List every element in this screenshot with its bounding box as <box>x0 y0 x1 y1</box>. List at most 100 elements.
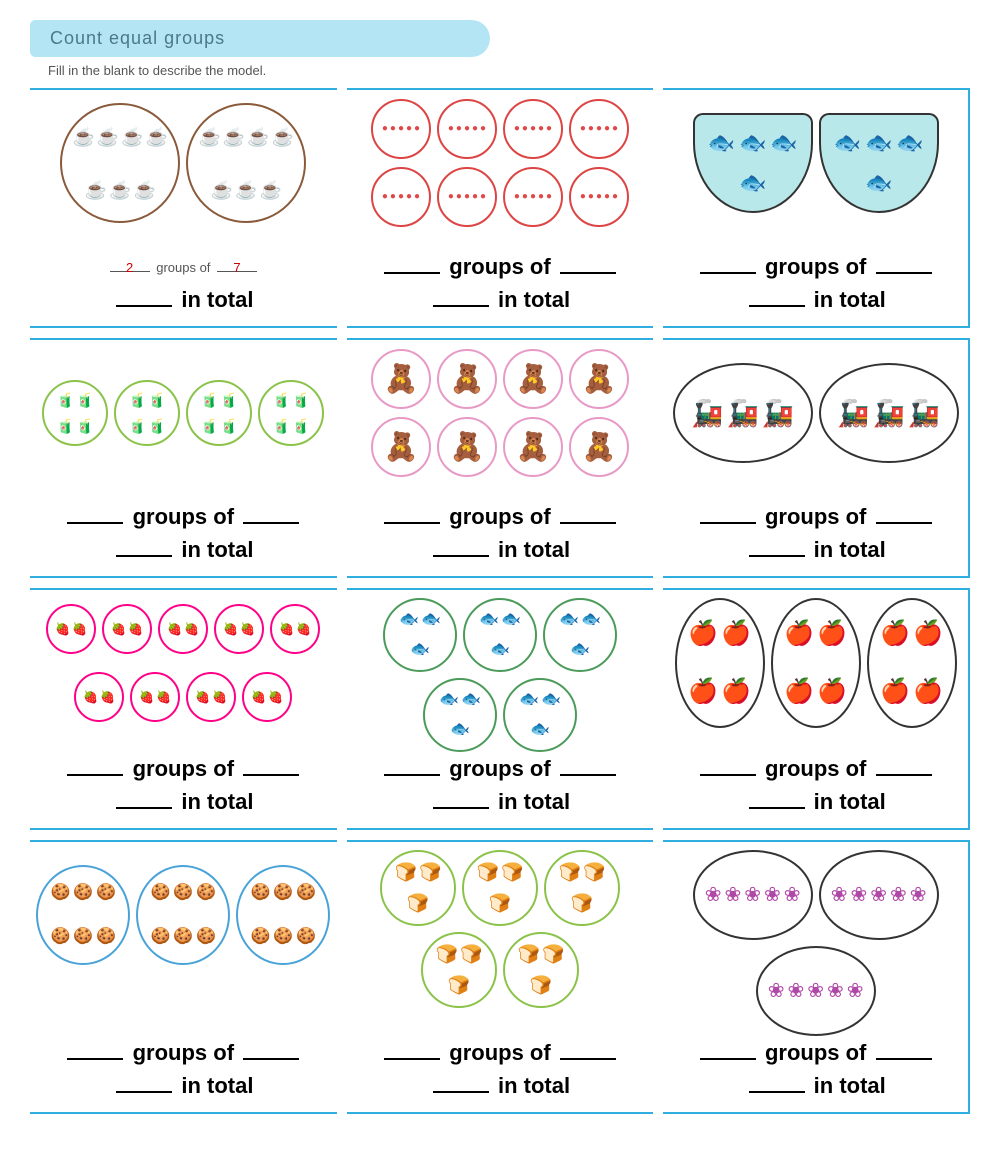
group-item: 🍪 <box>296 929 316 945</box>
group-item: ❀ <box>744 885 761 905</box>
blank-total[interactable] <box>116 785 172 809</box>
group-item: 🍞 <box>407 894 429 912</box>
blank-pergroup[interactable] <box>560 752 616 776</box>
total-line: in total <box>697 533 935 566</box>
blank-pergroup[interactable] <box>876 250 932 274</box>
blank-total[interactable] <box>749 533 805 557</box>
group-item: 🍞 <box>583 863 605 881</box>
blank-groups[interactable] <box>384 1036 440 1060</box>
group-item: 🍞 <box>542 945 564 963</box>
total-line: in total <box>697 785 935 818</box>
answer-area: groups of in total <box>697 250 935 316</box>
groups-line: groups of <box>381 752 619 785</box>
blank-pergroup[interactable] <box>243 500 299 524</box>
groups-of-label: groups of <box>765 756 866 781</box>
answer-area: groups of in total <box>381 500 619 566</box>
blank-pergroup[interactable] <box>876 752 932 776</box>
group-item: 🍪 <box>196 929 216 945</box>
blank-pergroup[interactable] <box>560 250 616 274</box>
visual-area: 🍪🍪🍪🍪🍪🍪🍪🍪🍪🍪🍪🍪🍪🍪🍪🍪🍪🍪 <box>36 850 330 980</box>
group-container: ●●●●● <box>371 99 431 159</box>
group-item: ☕ <box>121 128 143 146</box>
group-item: 🍎 <box>688 622 718 646</box>
total-line: in total <box>697 283 935 316</box>
group-item: 🚂 <box>872 400 904 426</box>
group-item: 🍪 <box>173 929 193 945</box>
group-container: 🧃🧃🧃🧃 <box>258 380 324 446</box>
blank-groups[interactable] <box>67 500 123 524</box>
group-item: ● <box>546 124 552 134</box>
blank-total[interactable] <box>116 1069 172 1093</box>
group-container: 🐟🐟🐟 <box>423 678 497 752</box>
group-container: 🍓🍓 <box>130 672 180 722</box>
blank-pergroup[interactable] <box>876 500 932 524</box>
visual-area: ❀❀❀❀❀❀❀❀❀❀❀❀❀❀❀ <box>667 850 964 1036</box>
group-container: 🐟🐟🐟🐟 <box>693 113 813 213</box>
answer-area: groups of in total <box>697 1036 935 1102</box>
blank-pergroup[interactable] <box>243 1036 299 1060</box>
blank-total[interactable] <box>433 533 489 557</box>
blank-groups[interactable] <box>384 250 440 274</box>
blank-groups[interactable] <box>384 752 440 776</box>
group-item: 🍓 <box>156 691 171 703</box>
blank-total[interactable] <box>749 283 805 307</box>
blank-total[interactable] <box>433 283 489 307</box>
blank-total[interactable] <box>116 283 172 307</box>
blank-total[interactable] <box>749 1069 805 1093</box>
group-item: 🧸 <box>582 365 617 393</box>
group-item: ● <box>538 124 544 134</box>
blank-groups[interactable] <box>700 250 756 274</box>
group-container: 🍓🍓 <box>102 604 152 654</box>
group-container: 🐟🐟🐟🐟 <box>819 113 939 213</box>
group-item: 🐟 <box>581 612 601 628</box>
blank-groups[interactable] <box>700 752 756 776</box>
blank-groups[interactable] <box>384 500 440 524</box>
group-item: ● <box>448 192 454 202</box>
group-item: ● <box>514 192 520 202</box>
group-item: 🐟 <box>461 692 481 708</box>
group-item: 🐟 <box>501 612 521 628</box>
blank-total[interactable] <box>433 785 489 809</box>
blank-groups[interactable] <box>67 1036 123 1060</box>
group-item: 🐟 <box>708 132 735 154</box>
group-item: 🍓 <box>83 691 98 703</box>
blank-pergroup[interactable] <box>243 752 299 776</box>
group-item: 🍎 <box>817 680 847 704</box>
group-item: 🍓 <box>72 623 87 635</box>
group-container: ●●●●● <box>437 99 497 159</box>
groups-line: groups of <box>64 500 302 533</box>
group-container: 🧸 <box>371 417 431 477</box>
groups-of-label: groups of <box>449 1040 550 1065</box>
group-container: ❀❀❀❀❀ <box>756 946 876 1036</box>
blank-pergroup[interactable] <box>560 500 616 524</box>
group-item: 🧃 <box>76 393 93 407</box>
group-item: 🚂 <box>762 400 794 426</box>
group-item: 🍓 <box>279 623 294 635</box>
group-item: ❀ <box>890 885 907 905</box>
group-item: ☕ <box>235 181 257 199</box>
group-container: 🧃🧃🧃🧃 <box>42 380 108 446</box>
group-item: ● <box>530 124 536 134</box>
group-item: 🐟 <box>490 642 510 658</box>
group-item: ❀ <box>788 981 805 1001</box>
blank-groups[interactable] <box>67 752 123 776</box>
blank-total[interactable] <box>433 1069 489 1093</box>
group-item: 🐟 <box>541 692 561 708</box>
group-item: 🧃 <box>57 393 74 407</box>
visual-area: ●●●●●●●●●●●●●●●●●●●●●●●●●●●●●●●●●●●●●●●● <box>364 98 636 228</box>
blank-total[interactable] <box>116 533 172 557</box>
in-total-label: in total <box>814 1073 886 1098</box>
blank-groups[interactable] <box>700 500 756 524</box>
groups-of-label: groups of <box>133 1040 234 1065</box>
group-item: ● <box>612 192 618 202</box>
blank-pergroup[interactable] <box>876 1036 932 1060</box>
group-item: ☕ <box>272 128 294 146</box>
group-item: 🐟 <box>739 172 766 194</box>
blank-pergroup[interactable] <box>560 1036 616 1060</box>
groups-of-label: groups of <box>156 260 210 275</box>
in-total-label: in total <box>181 1073 253 1098</box>
blank-total[interactable] <box>749 785 805 809</box>
group-container: 🍓🍓 <box>242 672 292 722</box>
group-item: 🍞 <box>436 945 458 963</box>
blank-groups[interactable] <box>700 1036 756 1060</box>
